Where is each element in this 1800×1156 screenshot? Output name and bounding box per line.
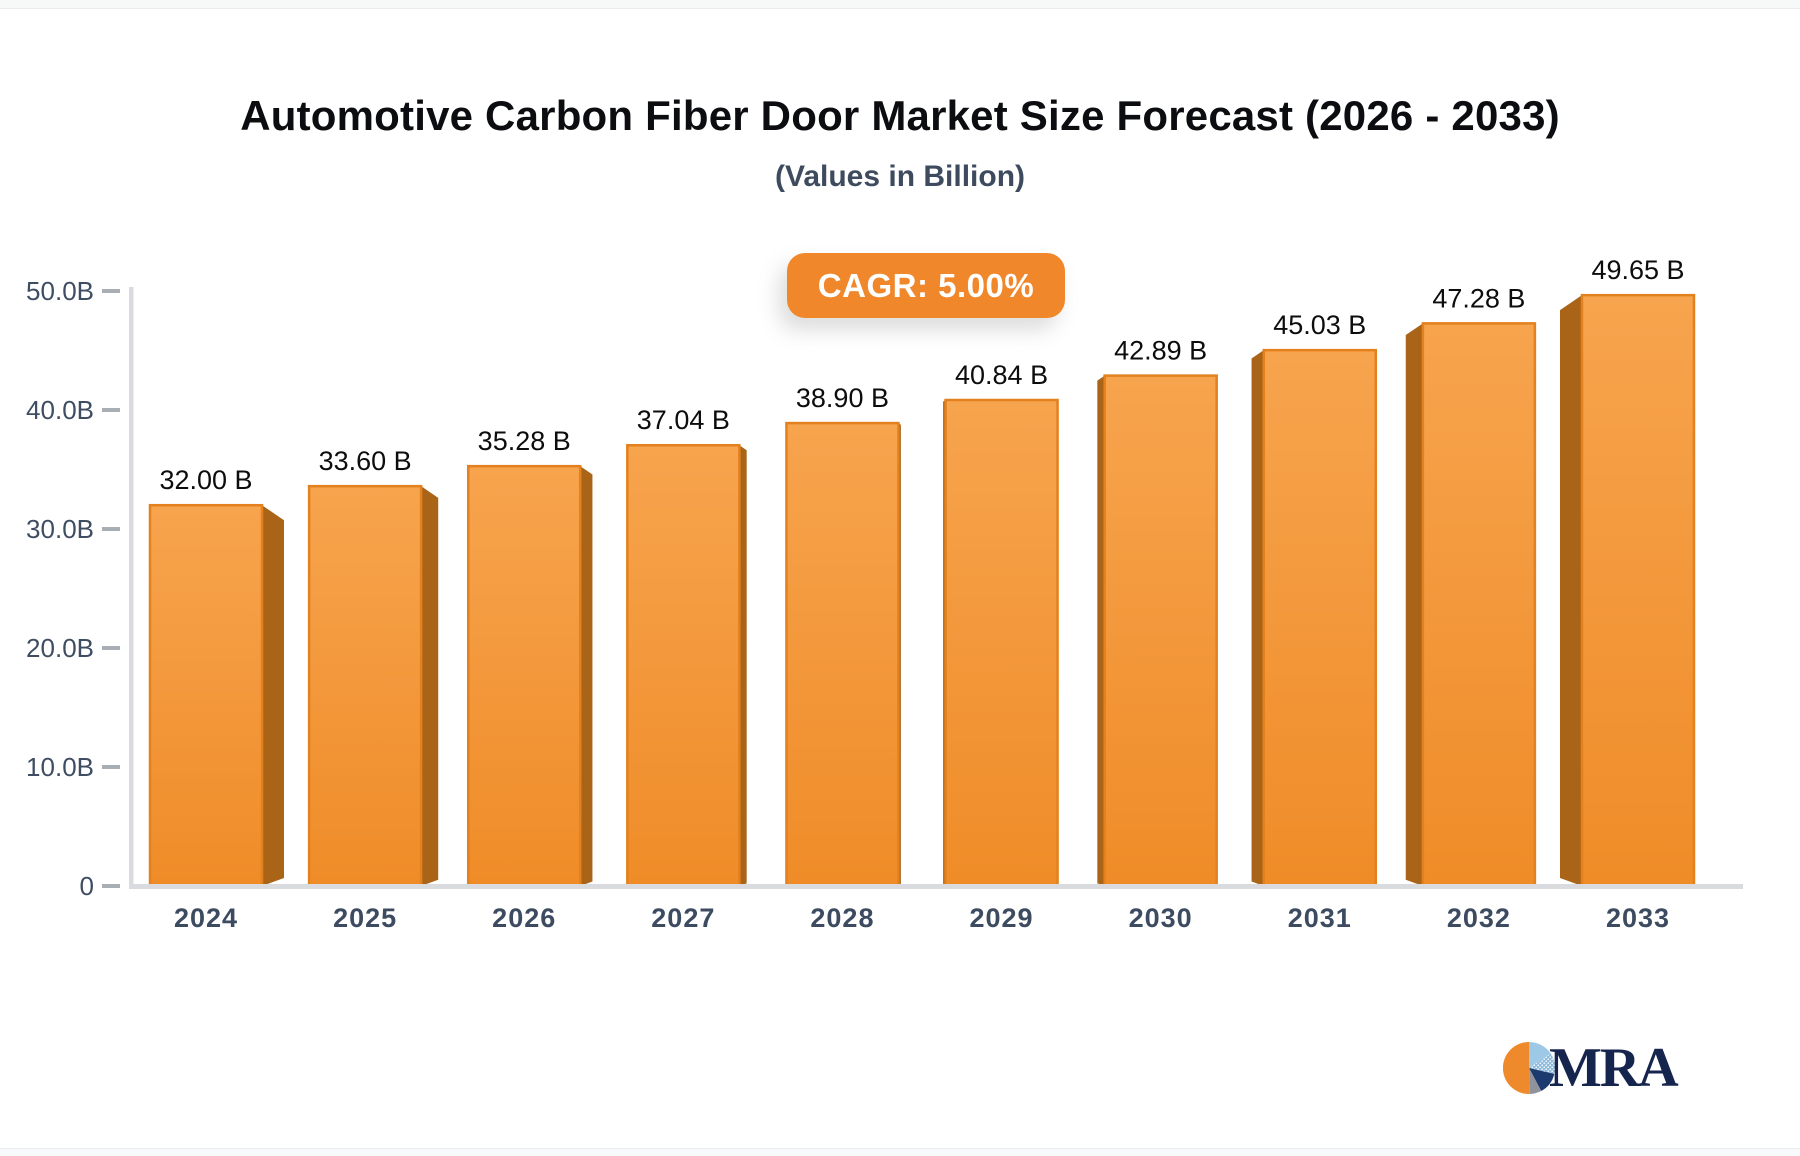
bar-group-2030: 42.89 B 2030 [1097, 336, 1218, 933]
bar-side-face [421, 486, 439, 886]
x-axis-label: 2028 [810, 903, 874, 933]
x-axis-label: 2024 [174, 903, 238, 933]
chart-subtitle: (Values in Billion) [774, 160, 1026, 193]
bar-value-label: 49.65 B [1591, 255, 1684, 285]
bar-side-face [580, 466, 593, 886]
y-tick-label: 10.0B [26, 752, 94, 782]
y-tick [102, 289, 120, 293]
x-axis-label: 2030 [1129, 903, 1193, 933]
y-tick-label: 40.0B [26, 395, 94, 425]
top-border [0, 0, 1800, 9]
x-axis-line [129, 884, 1743, 889]
x-axis-label: 2025 [333, 903, 397, 933]
bar-group-2029: 40.84 B 2029 [943, 360, 1059, 933]
bar-value-label: 37.04 B [637, 405, 730, 435]
mra-logo-text: MRA [1549, 1037, 1679, 1099]
bar-front-face [785, 421, 900, 888]
x-axis-label: 2031 [1288, 903, 1352, 933]
y-axis-line [129, 287, 134, 886]
bar-front-face [1103, 374, 1218, 888]
bar-side-face [739, 445, 747, 886]
bar-group-2024: 32.00 B 2024 [148, 465, 284, 933]
x-axis-label: 2029 [970, 903, 1034, 933]
bar-group-2031: 45.03 B 2031 [1251, 310, 1378, 933]
x-axis-label: 2027 [651, 903, 715, 933]
bar-value-label: 40.84 B [955, 360, 1048, 390]
bar-value-label: 35.28 B [478, 426, 571, 456]
y-tick-label: 30.0B [26, 514, 94, 544]
cagr-badge-label: CAGR: 5.00% [817, 266, 1035, 304]
bar-value-label: 45.03 B [1273, 310, 1366, 340]
y-tick-label: 20.0B [26, 633, 94, 663]
bar-value-label: 47.28 B [1432, 283, 1525, 313]
y-tick [102, 646, 120, 650]
y-tick-label: 50.0B [26, 276, 94, 306]
bar-group-2027: 37.04 B 2027 [626, 405, 747, 933]
bar-front-face [944, 398, 1059, 888]
bar-group-2026: 35.28 B 2026 [466, 426, 593, 933]
bar-front-face [148, 503, 264, 888]
bar-value-label: 38.90 B [796, 383, 889, 413]
y-tick [102, 765, 120, 769]
bar-side-face [1559, 295, 1582, 886]
chart-title: Automotive Carbon Fiber Door Market Size… [240, 92, 1560, 139]
cagr-badge: CAGR: 5.00% [787, 253, 1065, 318]
bar-group-2025: 33.60 B 2025 [307, 446, 439, 933]
x-axis-label: 2032 [1447, 903, 1511, 933]
bar-value-label: 33.60 B [319, 446, 412, 476]
bar-front-face [307, 484, 423, 888]
bar-group-2032: 47.28 B 2032 [1405, 283, 1537, 933]
bar-value-label: 32.00 B [159, 465, 252, 495]
bar-side-face [1405, 323, 1423, 886]
bar-group-2033: 49.65 B 2033 [1559, 255, 1696, 933]
y-tick [102, 527, 120, 531]
bar-front-face [1421, 322, 1537, 888]
bottom-border [0, 1148, 1800, 1156]
bar-group-2028: 38.90 B 2028 [785, 383, 901, 933]
bar-side-face [262, 505, 284, 886]
bar-side-face [1251, 350, 1264, 886]
mra-logo-pie-icon [1503, 1042, 1555, 1094]
y-tick [102, 408, 120, 412]
bar-front-face [1262, 348, 1378, 888]
bar-front-face [626, 443, 741, 888]
bar-side-face [1097, 375, 1105, 886]
bar-front-face [1580, 293, 1696, 888]
bar-value-label: 42.89 B [1114, 336, 1207, 366]
bar-front-face [466, 464, 582, 888]
x-axis-label: 2026 [492, 903, 556, 933]
mra-logo: MRA [1503, 1038, 1743, 1098]
y-tick [102, 884, 120, 888]
y-tick-label: 0 [80, 871, 94, 901]
x-axis-label: 2033 [1606, 903, 1670, 933]
